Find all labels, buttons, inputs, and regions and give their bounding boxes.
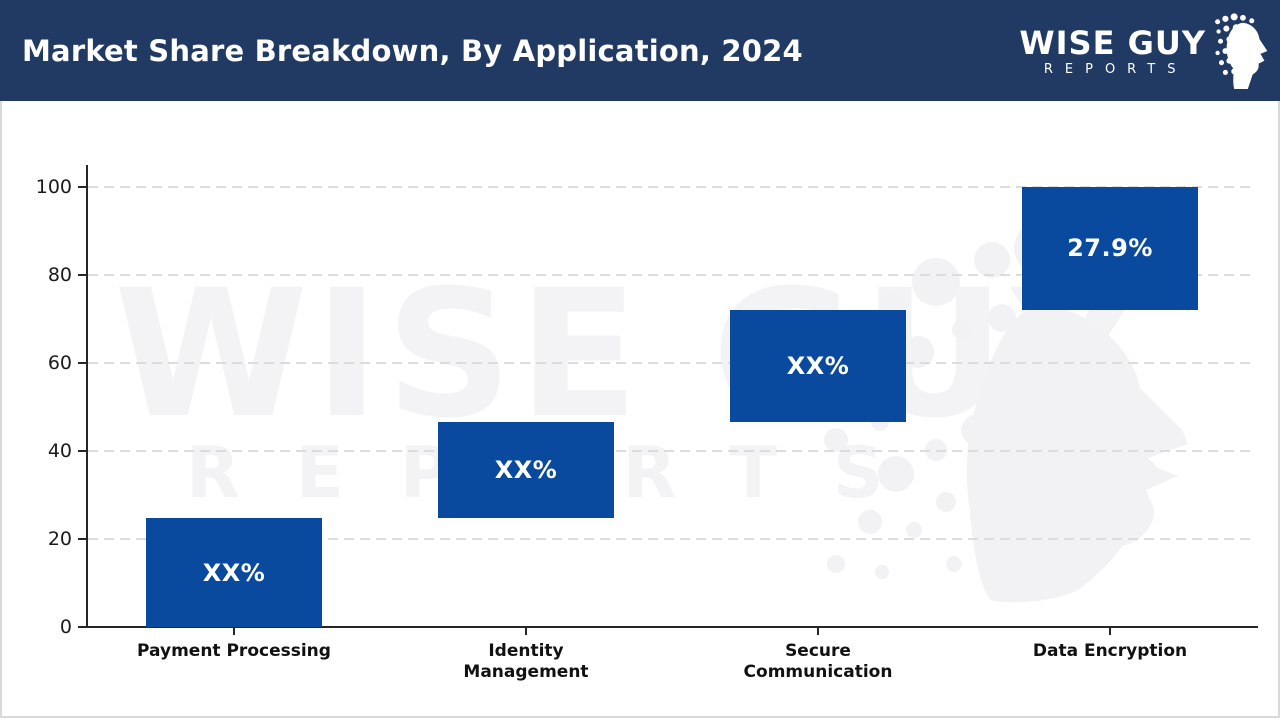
x-tick-payment-processing	[233, 628, 235, 635]
x-axis-label-data-encryption: Data Encryption	[1032, 641, 1188, 661]
y-tick-80	[78, 274, 86, 276]
y-tick-40	[78, 450, 86, 452]
bar-data-encryption: 27.9%	[1022, 187, 1198, 310]
wise-guy-reports-logo: WISE GUY REPORTS	[1019, 12, 1272, 90]
x-axis-label-secure-communication: Secure Communication	[743, 641, 893, 682]
x-axis-label-identity-management: Identity Management	[463, 641, 589, 682]
bar-value-label-secure-communication: XX%	[786, 351, 850, 380]
y-axis	[86, 165, 88, 628]
x-tick-identity-management	[525, 628, 527, 635]
bar-value-label-identity-management: XX%	[494, 456, 558, 485]
x-tick-data-encryption	[1109, 628, 1111, 635]
y-tick-100	[78, 186, 86, 188]
bar-value-label-payment-processing: XX%	[202, 558, 266, 587]
y-tick-label-40: 40	[47, 440, 72, 462]
gridline-40	[88, 450, 1256, 452]
logo-face-icon	[1215, 13, 1268, 90]
x-axis	[86, 626, 1258, 628]
y-tick-label-100: 100	[35, 176, 72, 198]
bar-payment-processing: XX%	[146, 518, 322, 627]
y-tick-label-0: 0	[59, 616, 72, 638]
logo-wordmark: WISE GUY	[1019, 23, 1206, 62]
y-tick-20	[78, 538, 86, 540]
bar-identity-management: XX%	[438, 421, 614, 519]
gridline-80	[88, 274, 1256, 276]
x-axis-label-payment-processing: Payment Processing	[137, 641, 331, 661]
frame-border-bottom	[0, 716, 1280, 718]
gridline-100	[88, 186, 1256, 188]
y-tick-label-60: 60	[47, 352, 72, 374]
gridline-20	[88, 538, 1256, 540]
y-tick-60	[78, 362, 86, 364]
logo-subtext: REPORTS	[1043, 61, 1188, 77]
gridline-60	[88, 362, 1256, 364]
x-tick-secure-communication	[817, 628, 819, 635]
y-tick-label-20: 20	[47, 528, 72, 550]
chart-title: Market Share Breakdown, By Application, …	[22, 33, 803, 68]
header-band: Market Share Breakdown, By Application, …	[0, 0, 1280, 101]
logo-text: WISE GUY REPORTS	[1019, 25, 1206, 78]
bar-value-label-data-encryption: 27.9%	[1067, 234, 1153, 263]
bar-secure-communication: XX%	[730, 309, 906, 422]
frame-border-left	[0, 101, 2, 718]
frame-border-right	[1278, 101, 1280, 718]
y-tick-0	[78, 626, 86, 628]
y-tick-label-80: 80	[47, 264, 72, 286]
